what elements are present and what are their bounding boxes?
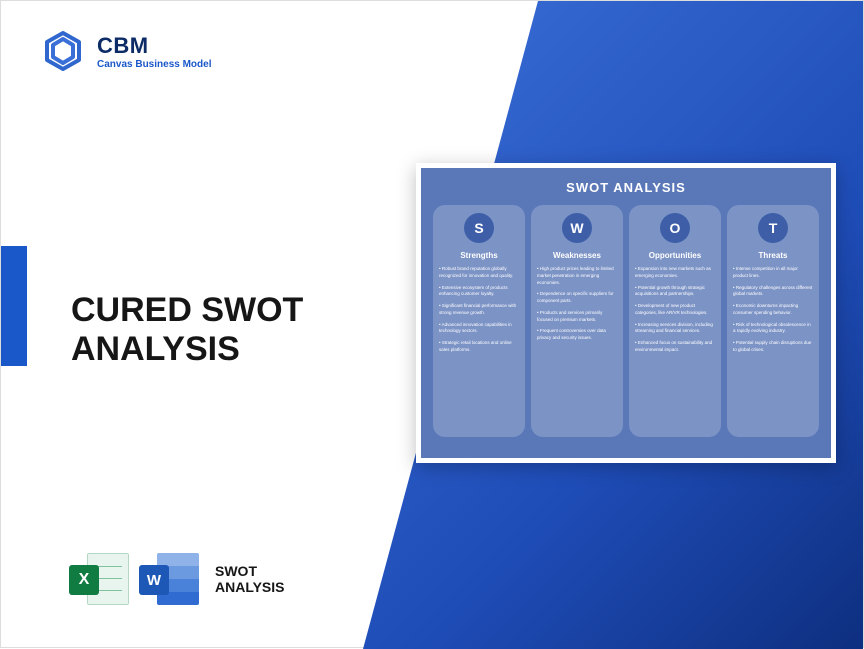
swot-column: W Weaknesses • High product prices leading… [531,205,623,437]
swot-item: • High product prices leading to limited… [537,266,617,286]
bottom-label-line2: ANALYSIS [215,579,285,595]
swot-item: • Increasing services division, includin… [635,322,715,336]
swot-item: • Robust brand reputation globally recog… [439,266,519,280]
swot-item: • Intense competition in all major produ… [733,266,813,280]
swot-diagram: SWOT ANALYSIS S Strengths • Robust brand r… [416,163,836,463]
brand-name: CBM [97,33,211,59]
swot-item: • Development of new product categories,… [635,303,715,317]
swot-item: • Significant financial performance with… [439,303,519,317]
swot-item: • Expansion into new markets such as eme… [635,266,715,280]
swot-item: • Advanced innovation capabilities in te… [439,322,519,336]
swot-column: O Opportunities • Expansion into new marke… [629,205,721,437]
swot-letter: W [562,213,592,243]
swot-items: • Intense competition in all major produ… [733,266,813,359]
swot-letter: O [660,213,690,243]
swot-heading: Weaknesses [553,251,601,260]
swot-item: • Economic downturns impacting consumer … [733,303,813,317]
swot-item: • Extensive ecosystem of products enhanc… [439,285,519,299]
swot-column: S Strengths • Robust brand reputation glob… [433,205,525,437]
swot-item: • Strategic retail locations and online … [439,340,519,354]
bottom-label: SWOT ANALYSIS [215,563,285,595]
swot-item: • Dependence on specific suppliers for c… [537,291,617,305]
swot-items: • Expansion into new markets such as eme… [635,266,715,359]
accent-bar [1,246,27,366]
cbm-logo-icon [41,29,85,73]
excel-icon: X [69,549,129,609]
excel-badge: X [69,565,99,595]
swot-item: • Regulatory challenges across different… [733,285,813,299]
page-title: CURED SWOT ANALYSIS [71,291,391,369]
bottom-icon-row: X W SWOT ANALYSIS [69,549,285,609]
brand-tagline: Canvas Business Model [97,59,211,70]
swot-item: • Enhanced focus on sustainability and e… [635,340,715,354]
swot-letter: T [758,213,788,243]
swot-heading: Threats [759,251,788,260]
swot-items: • Robust brand reputation globally recog… [439,266,519,359]
swot-column: T Threats • Intense competition in all maj… [727,205,819,437]
swot-item: • Potential growth through strategic acq… [635,285,715,299]
swot-item: • Risk of technological obsolescence in … [733,322,813,336]
swot-items: • High product prices leading to limited… [537,266,617,347]
swot-heading: Opportunities [649,251,701,260]
word-badge: W [139,565,169,595]
swot-item: • Potential supply chain disruptions due… [733,340,813,354]
swot-heading: Strengths [460,251,497,260]
swot-letter: S [464,213,494,243]
logo-text: CBM Canvas Business Model [97,33,211,70]
swot-columns: S Strengths • Robust brand reputation glob… [433,205,819,437]
swot-diagram-title: SWOT ANALYSIS [433,180,819,195]
bottom-label-line1: SWOT [215,563,285,579]
word-icon: W [139,549,199,609]
swot-item: • Products and services primarily focuse… [537,310,617,324]
header: CBM Canvas Business Model [41,29,211,73]
swot-item: • Frequent controversies over data priva… [537,328,617,342]
